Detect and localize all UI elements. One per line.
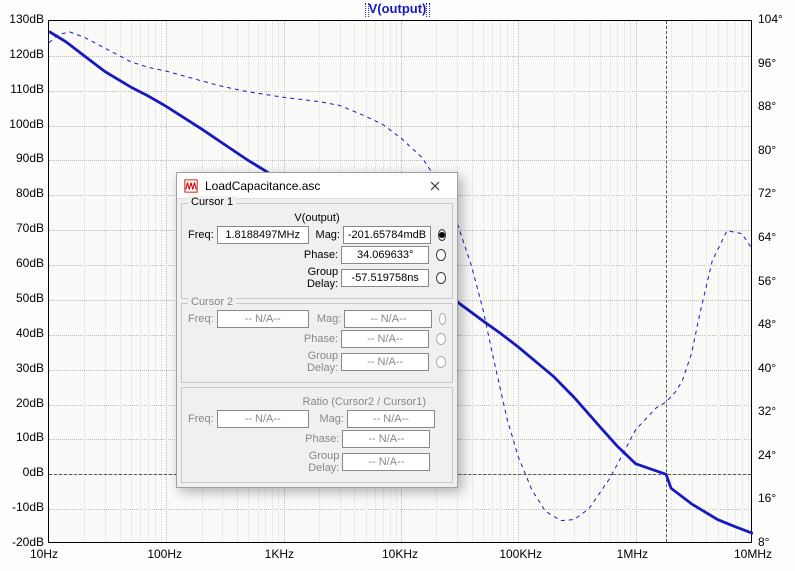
- ratio-title: Ratio (Cursor2 / Cursor1): [188, 396, 426, 408]
- y-left-tick: 120dB: [9, 47, 44, 61]
- y-right-tick: 72°: [758, 186, 776, 200]
- y-right-tick: 24°: [758, 448, 776, 462]
- dialog-title: LoadCapacitance.asc: [205, 179, 415, 193]
- x-tick: 10MHz: [734, 547, 772, 561]
- y-left-tick: 80dB: [16, 186, 44, 200]
- x-tick: 10KHz: [382, 547, 418, 561]
- cursor2-mag-field: [344, 310, 432, 328]
- r-mag-label: Mag:: [312, 413, 344, 425]
- app-icon: [183, 178, 199, 194]
- cursor2-phase-field: [341, 330, 429, 348]
- cursor2-gd-radio[interactable]: [436, 356, 446, 368]
- cursor1-mag-field[interactable]: [343, 226, 431, 244]
- x-tick: 100Hz: [147, 547, 182, 561]
- y-left-tick: -10dB: [12, 500, 44, 514]
- ratio-group: Ratio (Cursor2 / Cursor1) Freq: Mag: Pha…: [181, 387, 453, 483]
- cursor1-freq-field[interactable]: [217, 226, 309, 244]
- plot-title-text: V(output): [369, 1, 427, 16]
- r-gd-label: Group Delay:: [289, 450, 340, 474]
- y-left-tick: 60dB: [16, 256, 44, 270]
- cursor1-gd-radio[interactable]: [436, 272, 446, 284]
- cursor1-title: Cursor 1: [188, 196, 236, 208]
- cursor1-group: Cursor 1 V(output) Freq: Mag: Phase: Gro…: [181, 203, 453, 299]
- y-left-tick: 100dB: [9, 117, 44, 131]
- y-left-tick: 20dB: [16, 396, 44, 410]
- y-right-tick: 16°: [758, 491, 776, 505]
- title-handle-right: [426, 3, 430, 17]
- ratio-freq-field: [217, 410, 309, 428]
- cursor1-phase-radio[interactable]: [436, 249, 446, 261]
- y-right-tick: 88°: [758, 99, 776, 113]
- y-right-tick: 80°: [758, 143, 776, 157]
- cursor1-gd-field[interactable]: [341, 269, 429, 287]
- y-left-tick: 90dB: [16, 151, 44, 165]
- x-tick: 100KHz: [499, 547, 542, 561]
- gd-label: Group Delay:: [288, 266, 338, 290]
- r-phase-label: Phase:: [289, 433, 340, 445]
- c2-mag-label: Mag:: [312, 313, 342, 325]
- cursor1-mag-radio[interactable]: [438, 229, 446, 241]
- y-left-tick: 30dB: [16, 361, 44, 375]
- cursor1-phase-field[interactable]: [341, 246, 429, 264]
- ratio-mag-field: [347, 410, 435, 428]
- c2-gd-label: Group Delay:: [288, 350, 338, 374]
- plot-title[interactable]: V(output): [365, 1, 431, 17]
- y-left-tick: 10dB: [16, 430, 44, 444]
- y-right-tick: 56°: [758, 274, 776, 288]
- ratio-gd-field: [342, 453, 430, 471]
- y-left-tick: 50dB: [16, 291, 44, 305]
- r-freq-label: Freq:: [188, 413, 214, 425]
- c2-phase-label: Phase:: [288, 333, 338, 345]
- cursor-dialog[interactable]: LoadCapacitance.asc Cursor 1 V(output) F…: [176, 172, 458, 488]
- cursor2-title: Cursor 2: [188, 296, 236, 308]
- close-icon: [430, 181, 440, 191]
- y-right-tick: 48°: [758, 317, 776, 331]
- y-left-tick: 70dB: [16, 221, 44, 235]
- y-right-tick: 40°: [758, 361, 776, 375]
- cursor2-mag-radio[interactable]: [439, 313, 446, 325]
- y-right-tick: 32°: [758, 404, 776, 418]
- x-tick: 10Hz: [30, 547, 58, 561]
- y-right-tick: 96°: [758, 56, 776, 70]
- y-left-tick: 40dB: [16, 326, 44, 340]
- y-left-tick: 0dB: [23, 465, 44, 479]
- ratio-phase-field: [342, 430, 430, 448]
- cursor1-signal: V(output): [188, 212, 446, 224]
- y-left-tick: 110dB: [10, 82, 44, 96]
- cursor2-phase-radio[interactable]: [436, 333, 446, 345]
- phase-label: Phase:: [288, 249, 338, 261]
- freq-label: Freq:: [188, 229, 214, 241]
- mag-label: Mag:: [312, 229, 340, 241]
- c2-freq-label: Freq:: [188, 313, 214, 325]
- cursor2-gd-field: [341, 353, 429, 371]
- y-right-tick: 64°: [758, 230, 776, 244]
- y-left-tick: 130dB: [9, 12, 44, 26]
- cursor2-group: Cursor 2 Freq: Mag: Phase: Group Delay:: [181, 303, 453, 383]
- x-tick: 1MHz: [617, 547, 648, 561]
- close-button[interactable]: [415, 174, 455, 198]
- y-right-tick: 104°: [758, 12, 783, 26]
- cursor2-freq-field: [217, 310, 309, 328]
- x-tick: 1KHz: [265, 547, 294, 561]
